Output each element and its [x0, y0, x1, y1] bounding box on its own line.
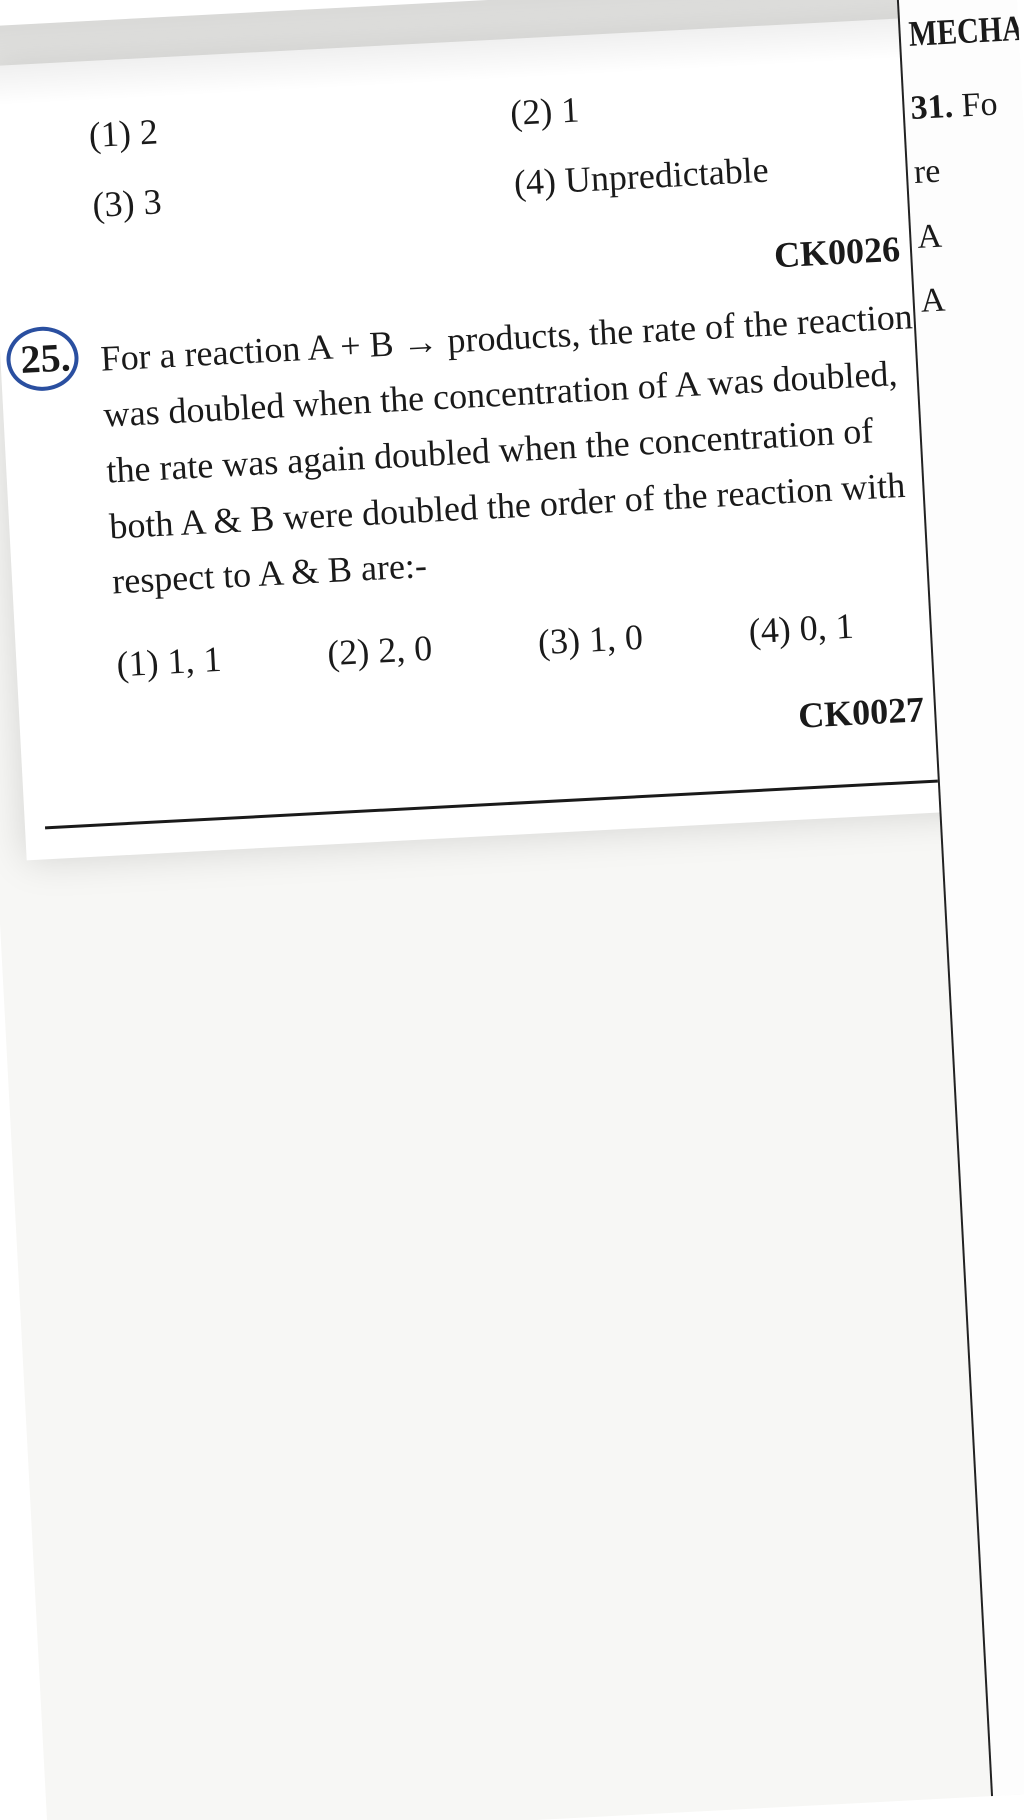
- q25-option-2: (2) 2, 0: [326, 608, 540, 689]
- question-number: 25.: [19, 335, 71, 383]
- section-divider: [45, 778, 968, 829]
- q25-option-1: (1) 1, 1: [115, 620, 329, 701]
- q25-option-3: (3) 1, 0: [536, 597, 750, 678]
- prev-question-options: (1) 2 (2) 1 (3) 3 (4) Unpredictable: [87, 57, 937, 240]
- question-text: For a reaction A + B → products, the rat…: [99, 288, 956, 611]
- q31-number: 31.: [910, 88, 954, 127]
- next-page-header: MECHA: [900, 9, 1020, 56]
- next-page-edge: MECHA 31. Fo re A A: [896, 0, 1024, 1796]
- q25-code: CK0027: [40, 688, 925, 776]
- question-25: 25. For a reaction A + B → products, the…: [19, 288, 956, 615]
- q31-fragment-4: A: [913, 269, 1024, 329]
- q31-fragment-1: Fo: [961, 86, 999, 125]
- q31-fragment-2: re: [907, 141, 1024, 201]
- q31-fragment-3: A: [910, 205, 1024, 265]
